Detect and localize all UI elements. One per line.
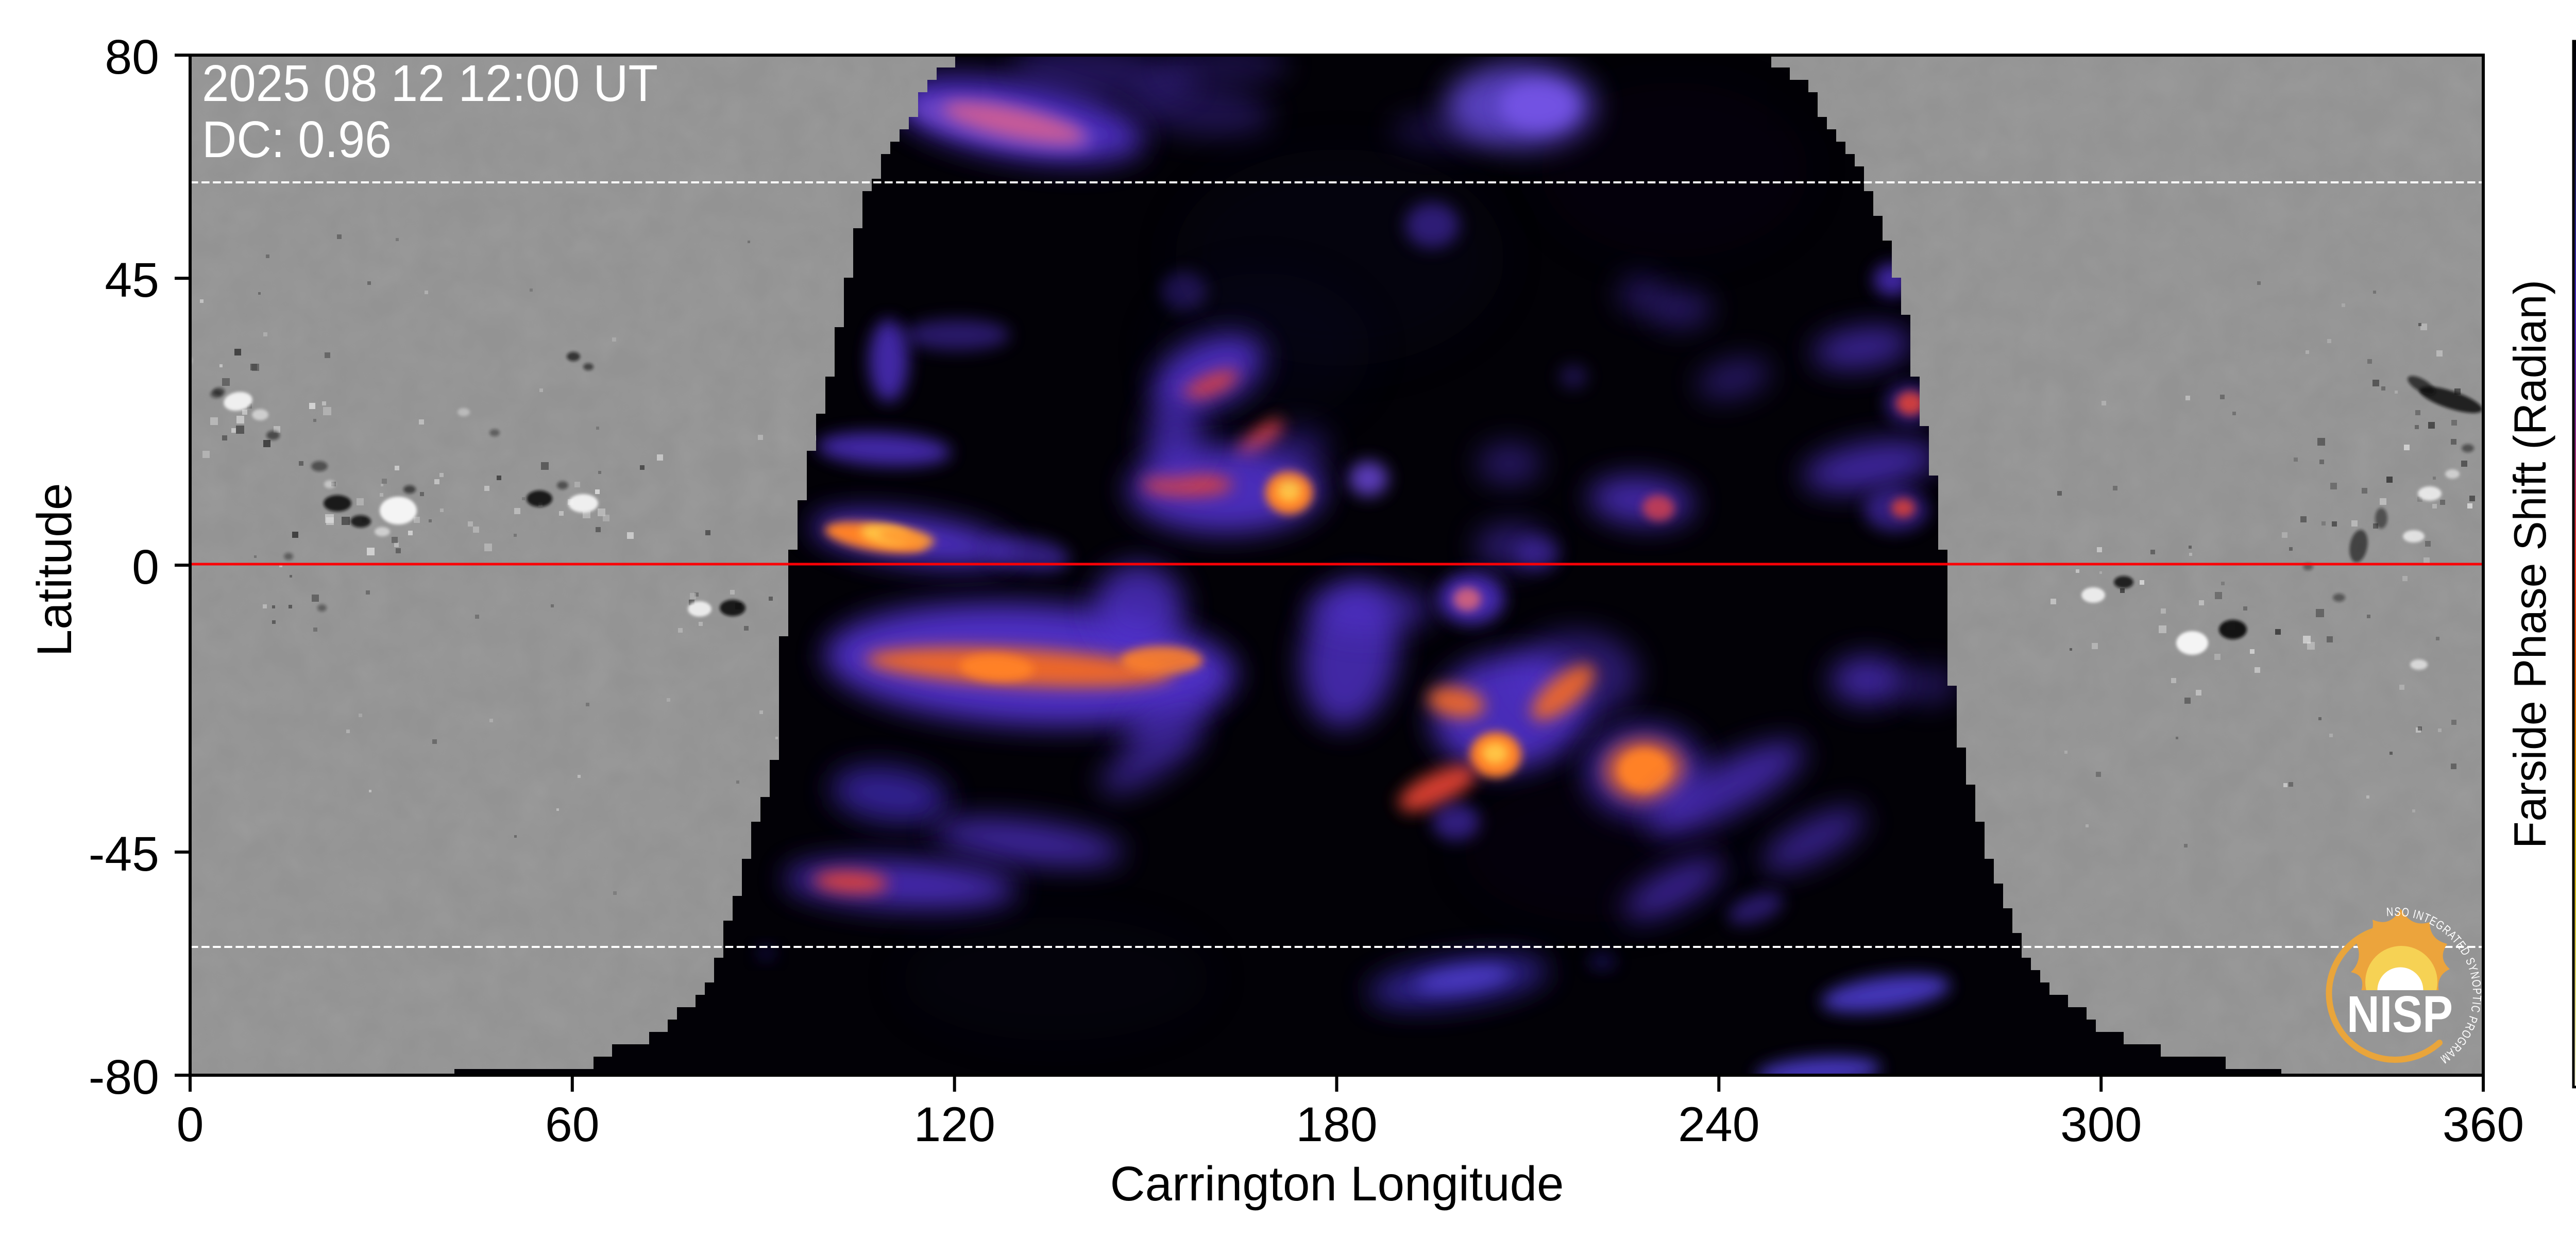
svg-text:0: 0	[177, 1097, 204, 1152]
svg-text:80: 80	[105, 30, 159, 84]
svg-text:240: 240	[1678, 1097, 1760, 1152]
svg-text:0: 0	[132, 540, 159, 595]
svg-text:180: 180	[1296, 1097, 1378, 1152]
svg-text:360: 360	[2443, 1097, 2524, 1152]
svg-text:Farside Phase Shift (Radian): Farside Phase Shift (Radian)	[2504, 280, 2555, 849]
svg-text:Latitude: Latitude	[27, 483, 82, 657]
svg-text:120: 120	[913, 1097, 995, 1152]
svg-text:-80: -80	[89, 1050, 159, 1105]
svg-text:-45: -45	[89, 827, 159, 881]
svg-text:Carrington Longitude: Carrington Longitude	[1110, 1157, 1564, 1211]
svg-text:NISP: NISP	[2347, 986, 2453, 1043]
svg-text:300: 300	[2060, 1097, 2142, 1152]
svg-text:60: 60	[545, 1097, 600, 1152]
svg-text:2025 08 12 12:00 UT: 2025 08 12 12:00 UT	[202, 55, 658, 112]
svg-text:45: 45	[105, 253, 159, 308]
svg-text:DC: 0.96: DC: 0.96	[202, 111, 392, 168]
